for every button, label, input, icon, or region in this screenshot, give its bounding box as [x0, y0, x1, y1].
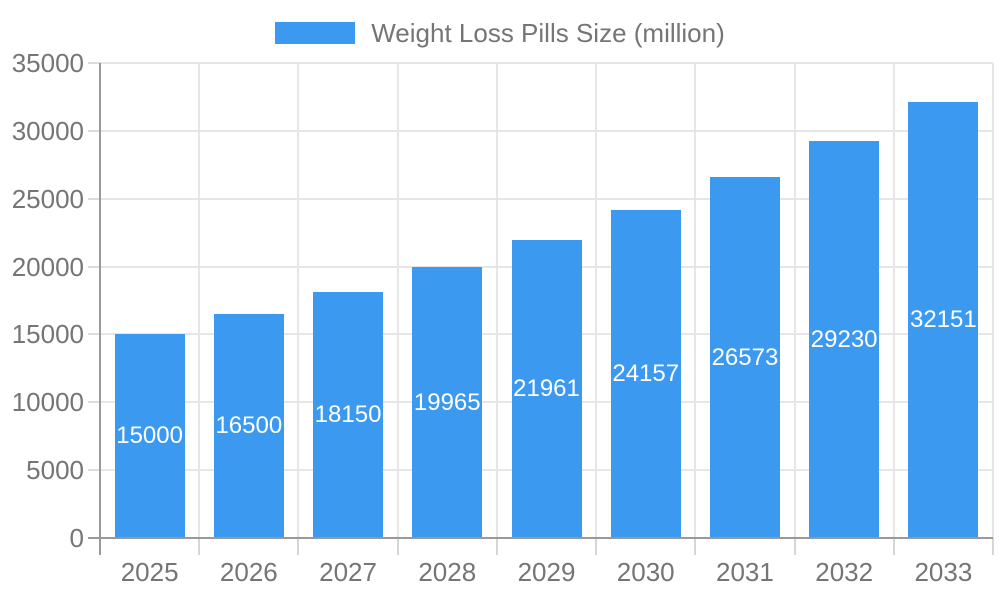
gridline-x-2 [297, 63, 300, 538]
y-axis-label-10000: 10000 [11, 387, 84, 418]
y-tick-15000 [88, 333, 100, 336]
y-axis-line [99, 63, 101, 555]
y-tick-25000 [88, 197, 100, 200]
gridline-x-9 [992, 63, 994, 538]
x-tick-9 [992, 538, 994, 555]
gridline-x-6 [694, 63, 697, 538]
bar-value-label-2027: 18150 [314, 400, 382, 428]
gridline-x-1 [198, 63, 201, 538]
y-axis-label-0: 0 [69, 523, 84, 553]
legend-label: Weight Loss Pills Size (million) [371, 17, 725, 48]
y-tick-5000 [88, 469, 100, 472]
gridline-y-35000 [100, 62, 993, 64]
gridline-x-5 [595, 63, 598, 538]
bar-2031[interactable]: 26573 [709, 177, 780, 538]
bar-2025[interactable]: 15000 [114, 334, 185, 538]
y-tick-30000 [88, 129, 100, 132]
x-axis-label-2028: 2028 [418, 557, 477, 587]
x-tick-5 [595, 538, 598, 555]
gridline-x-3 [396, 63, 399, 538]
x-axis-label-2026: 2026 [219, 557, 278, 587]
x-axis-label-2029: 2029 [517, 557, 576, 587]
y-axis-label-15000: 15000 [11, 319, 84, 350]
x-tick-6 [694, 538, 697, 555]
gridline-y-30000 [100, 129, 993, 132]
x-axis-label-2025: 2025 [120, 557, 179, 587]
legend-swatch [275, 22, 356, 44]
x-tick-2 [297, 538, 300, 555]
bar-value-label-2025: 15000 [116, 422, 183, 450]
gridline-x-7 [793, 63, 796, 538]
bar-2026[interactable]: 16500 [213, 314, 284, 538]
gridline-x-8 [892, 63, 895, 538]
legend[interactable]: Weight Loss Pills Size (million) [0, 17, 1000, 48]
x-axis-label-2032: 2032 [815, 557, 874, 587]
y-axis-label-20000: 20000 [11, 251, 84, 282]
x-tick-1 [198, 538, 201, 555]
bar-2033[interactable]: 32151 [908, 101, 979, 538]
bar-2028[interactable]: 19965 [412, 267, 483, 538]
gridline-y-25000 [100, 197, 993, 200]
x-axis-label-2030: 2030 [616, 557, 675, 587]
x-axis-line [88, 537, 993, 539]
bar-value-label-2030: 24157 [612, 360, 680, 388]
bar-2030[interactable]: 24157 [610, 210, 681, 538]
y-axis-label-35000: 35000 [11, 48, 84, 78]
gridline-x-4 [495, 63, 498, 538]
x-axis-label-2033: 2033 [914, 557, 973, 587]
y-axis-label-25000: 25000 [11, 183, 84, 214]
bar-2027[interactable]: 18150 [313, 291, 384, 538]
x-tick-3 [396, 538, 399, 555]
x-axis-label-2027: 2027 [319, 557, 377, 587]
bar-2032[interactable]: 29230 [809, 141, 880, 538]
bar-value-label-2032: 29230 [810, 325, 878, 353]
bar-value-label-2033: 32151 [910, 305, 977, 333]
x-tick-7 [793, 538, 796, 555]
y-axis-label-30000: 30000 [11, 115, 84, 146]
x-axis-label-2031: 2031 [716, 557, 774, 587]
y-tick-10000 [88, 401, 100, 404]
y-tick-20000 [88, 265, 100, 268]
bar-value-label-2029: 21961 [513, 374, 580, 402]
x-tick-4 [495, 538, 498, 555]
y-axis-label-5000: 5000 [26, 455, 84, 486]
x-tick-8 [892, 538, 895, 555]
bar-value-label-2026: 16500 [215, 412, 283, 440]
bar-value-label-2031: 26573 [711, 343, 779, 371]
bar-2029[interactable]: 21961 [511, 239, 582, 538]
bar-value-label-2028: 19965 [413, 388, 481, 416]
y-tick-35000 [88, 62, 100, 64]
